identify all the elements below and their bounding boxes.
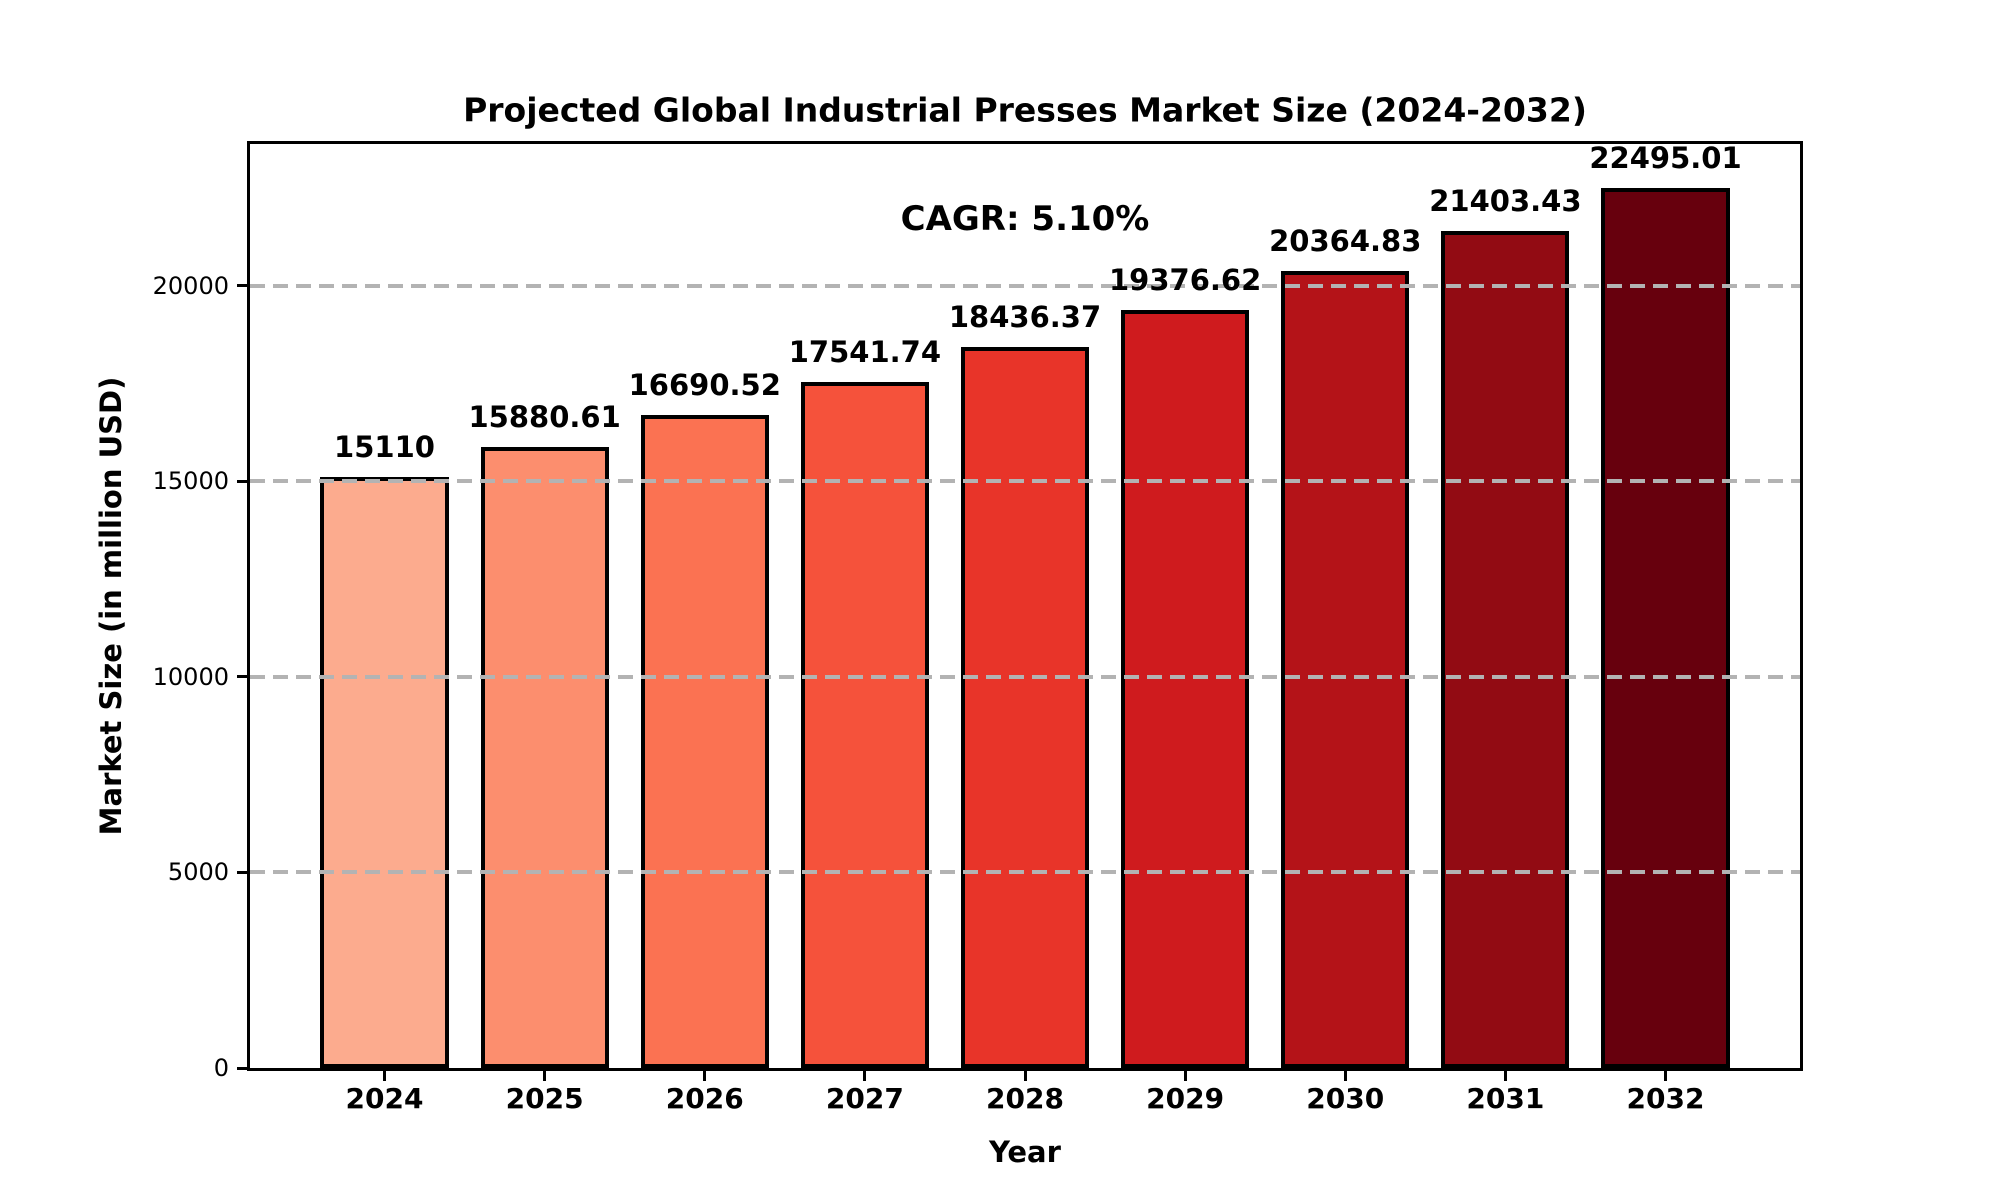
- x-tick-label-2026: 2026: [665, 1082, 744, 1115]
- bar-2032: [1601, 188, 1730, 1068]
- bar-value-label-2024: 15110: [334, 429, 435, 464]
- x-tick-2029: [1183, 1071, 1187, 1081]
- bar-2027: [800, 381, 929, 1068]
- bar-value-label-2029: 19376.62: [1108, 263, 1262, 297]
- x-tick-label-2025: 2025: [505, 1082, 584, 1115]
- chart-title: Projected Global Industrial Presses Mark…: [463, 90, 1587, 130]
- gridline-5000: [250, 870, 1800, 875]
- y-tick-20000: [237, 284, 247, 288]
- y-tick-label-10000: 10000: [152, 662, 229, 691]
- plot-area: CAGR: 5.10% 15110 15880.61 16690.52 17541.7…: [247, 141, 1803, 1071]
- y-tick-5000: [237, 870, 247, 874]
- x-tick-2032: [1663, 1071, 1667, 1081]
- y-tick-0: [237, 1066, 247, 1070]
- bar-value-label-2028: 18436.37: [948, 299, 1102, 334]
- bar-2028: [960, 346, 1090, 1068]
- bar-2030: [1281, 271, 1410, 1068]
- gridline-10000: [250, 674, 1800, 679]
- x-tick-label-2031: 2031: [1466, 1082, 1545, 1115]
- x-tick-label-2024: 2024: [345, 1082, 424, 1115]
- y-tick-10000: [237, 675, 247, 679]
- y-axis-label: Market Size (in million USD): [94, 376, 128, 836]
- x-tick-2026: [703, 1071, 707, 1081]
- bar-value-label-2027: 17541.74: [788, 334, 942, 369]
- x-tick-label-2028: 2028: [986, 1082, 1064, 1115]
- x-tick-2030: [1343, 1071, 1347, 1081]
- x-axis-label: Year: [989, 1135, 1061, 1169]
- x-tick-label-2027: 2027: [825, 1082, 904, 1115]
- cagr-annotation: CAGR: 5.10%: [900, 199, 1150, 239]
- bar-value-label-2025: 15880.61: [468, 399, 621, 434]
- bar-value-label-2031: 21403.43: [1429, 183, 1582, 218]
- x-tick-label-2030: 2030: [1306, 1082, 1385, 1115]
- x-tick-2031: [1503, 1071, 1507, 1081]
- bar-value-label-2030: 20364.83: [1269, 224, 1422, 259]
- x-tick-2024: [383, 1071, 386, 1081]
- bar-2025: [480, 446, 609, 1068]
- x-tick-label-2029: 2029: [1146, 1082, 1225, 1115]
- bar-value-label-2032: 22495.01: [1589, 141, 1742, 176]
- x-tick-label-2032: 2032: [1626, 1082, 1705, 1115]
- y-tick-label-20000: 20000: [152, 271, 229, 300]
- bar-2031: [1441, 230, 1570, 1068]
- gridline-20000: [250, 283, 1800, 288]
- y-tick-label-5000: 5000: [167, 858, 229, 887]
- x-tick-2028: [1023, 1071, 1027, 1081]
- x-tick-2027: [863, 1071, 867, 1081]
- bar-value-label-2026: 16690.52: [628, 368, 781, 403]
- bar-2024: [320, 476, 449, 1068]
- y-tick-15000: [237, 479, 247, 483]
- y-tick-label-15000: 15000: [152, 467, 229, 496]
- bar-2026: [640, 415, 769, 1068]
- x-tick-2025: [543, 1071, 547, 1081]
- y-tick-label-0: 0: [213, 1054, 229, 1082]
- bar-2029: [1121, 310, 1250, 1068]
- gridline-15000: [250, 479, 1800, 484]
